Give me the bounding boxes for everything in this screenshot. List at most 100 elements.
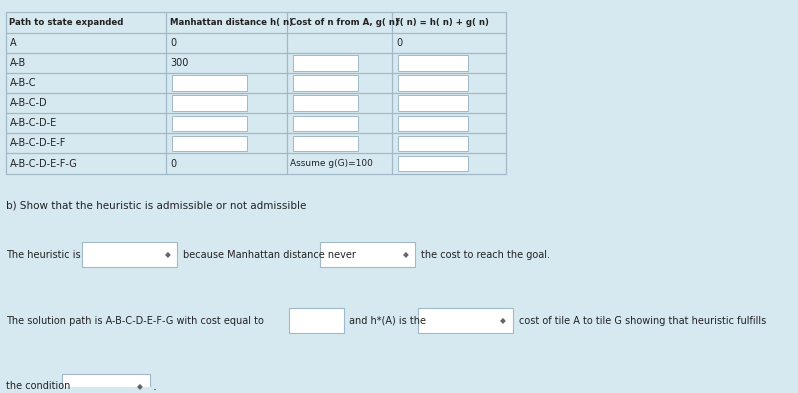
Bar bbox=[172, 75, 247, 91]
Bar bbox=[286, 133, 393, 153]
Bar bbox=[393, 12, 505, 33]
Text: b) Show that the heuristic is admissible or not admissible: b) Show that the heuristic is admissible… bbox=[6, 201, 306, 211]
Text: A-B-C-D-E: A-B-C-D-E bbox=[10, 118, 57, 128]
Bar bbox=[393, 133, 505, 153]
Text: Path to state expanded: Path to state expanded bbox=[10, 18, 124, 27]
Bar bbox=[166, 33, 286, 53]
Bar bbox=[6, 153, 166, 174]
Text: 0: 0 bbox=[171, 158, 177, 169]
Bar bbox=[286, 93, 393, 113]
Text: cost of tile A to tile G showing that heuristic fulfills: cost of tile A to tile G showing that he… bbox=[519, 316, 766, 326]
Bar bbox=[166, 73, 286, 93]
Bar bbox=[166, 33, 286, 53]
Bar bbox=[6, 93, 166, 113]
Text: ◆: ◆ bbox=[165, 250, 171, 259]
Bar bbox=[393, 12, 505, 33]
Bar bbox=[398, 55, 468, 71]
Bar bbox=[320, 242, 415, 267]
Text: the condition: the condition bbox=[6, 381, 70, 391]
Bar bbox=[393, 113, 505, 133]
Bar bbox=[6, 12, 166, 33]
Bar bbox=[393, 33, 505, 53]
Text: Manhattan distance h( n): Manhattan distance h( n) bbox=[170, 18, 293, 27]
Bar bbox=[393, 153, 505, 174]
Bar bbox=[6, 113, 166, 133]
Bar bbox=[166, 93, 286, 113]
Bar bbox=[286, 73, 393, 93]
Bar bbox=[393, 73, 505, 93]
Bar bbox=[166, 153, 286, 174]
Bar bbox=[6, 12, 166, 33]
Text: Cost of n from A, g( n): Cost of n from A, g( n) bbox=[290, 18, 399, 27]
Bar bbox=[393, 93, 505, 113]
Bar bbox=[286, 12, 393, 33]
Bar bbox=[6, 133, 166, 153]
Bar bbox=[6, 93, 166, 113]
Bar bbox=[166, 133, 286, 153]
Text: ◆: ◆ bbox=[500, 316, 506, 325]
Bar bbox=[293, 75, 358, 91]
Text: A-B-C-D-E-F: A-B-C-D-E-F bbox=[10, 138, 66, 149]
Text: The solution path is A-B-C-D-E-F-G with cost equal to: The solution path is A-B-C-D-E-F-G with … bbox=[6, 316, 263, 326]
Bar bbox=[293, 116, 358, 131]
Text: f( n) = h( n) + g( n): f( n) = h( n) + g( n) bbox=[396, 18, 489, 27]
Bar bbox=[82, 242, 177, 267]
Bar bbox=[172, 95, 247, 111]
Bar bbox=[393, 113, 505, 133]
Bar bbox=[166, 93, 286, 113]
Bar bbox=[393, 53, 505, 73]
Text: A-B-C-D-E-F-G: A-B-C-D-E-F-G bbox=[10, 158, 78, 169]
Text: Assume g(G)=100: Assume g(G)=100 bbox=[290, 159, 373, 168]
Bar bbox=[393, 93, 505, 113]
Text: 0: 0 bbox=[397, 38, 403, 48]
Bar bbox=[286, 153, 393, 174]
Text: .: . bbox=[152, 380, 156, 393]
Bar bbox=[293, 136, 358, 151]
Bar bbox=[6, 73, 166, 93]
Text: A: A bbox=[10, 38, 17, 48]
Bar bbox=[166, 113, 286, 133]
Bar bbox=[393, 73, 505, 93]
Bar bbox=[286, 12, 393, 33]
Bar bbox=[166, 73, 286, 93]
Bar bbox=[62, 374, 149, 393]
Bar bbox=[398, 95, 468, 111]
Bar bbox=[166, 113, 286, 133]
Text: and h*(A) is the: and h*(A) is the bbox=[350, 316, 426, 326]
Bar bbox=[286, 33, 393, 53]
Text: ◆: ◆ bbox=[137, 382, 143, 391]
Bar bbox=[398, 116, 468, 131]
Bar bbox=[286, 113, 393, 133]
Bar bbox=[6, 33, 166, 53]
Bar bbox=[293, 95, 358, 111]
Bar bbox=[286, 53, 393, 73]
Bar bbox=[166, 53, 286, 73]
Bar bbox=[398, 75, 468, 91]
Bar bbox=[393, 33, 505, 53]
Bar bbox=[6, 53, 166, 73]
Text: A-B-C: A-B-C bbox=[10, 78, 37, 88]
Text: The heuristic is: The heuristic is bbox=[6, 250, 81, 260]
Bar bbox=[166, 153, 286, 174]
Bar bbox=[172, 116, 247, 131]
Text: A-B-C-D: A-B-C-D bbox=[10, 98, 48, 108]
Bar bbox=[398, 136, 468, 151]
Bar bbox=[6, 113, 166, 133]
Bar bbox=[393, 153, 505, 174]
Bar bbox=[286, 93, 393, 113]
Text: the cost to reach the goal.: the cost to reach the goal. bbox=[421, 250, 550, 260]
Bar bbox=[6, 12, 505, 174]
Bar bbox=[286, 113, 393, 133]
Text: 0: 0 bbox=[171, 38, 177, 48]
Bar bbox=[286, 153, 393, 174]
Bar bbox=[166, 53, 286, 73]
Bar bbox=[6, 133, 166, 153]
Bar bbox=[6, 73, 166, 93]
Bar bbox=[286, 53, 393, 73]
Bar bbox=[6, 53, 166, 73]
Bar bbox=[293, 55, 358, 71]
Bar bbox=[172, 136, 247, 151]
Bar bbox=[6, 33, 166, 53]
Bar bbox=[6, 153, 166, 174]
Text: because Manhattan distance never: because Manhattan distance never bbox=[183, 250, 356, 260]
